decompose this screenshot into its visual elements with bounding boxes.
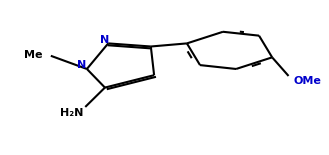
Text: OMe: OMe	[293, 76, 321, 86]
Text: Me: Me	[24, 50, 42, 60]
Text: H₂N: H₂N	[61, 108, 84, 118]
Text: N: N	[100, 35, 109, 44]
Text: N: N	[77, 60, 86, 70]
